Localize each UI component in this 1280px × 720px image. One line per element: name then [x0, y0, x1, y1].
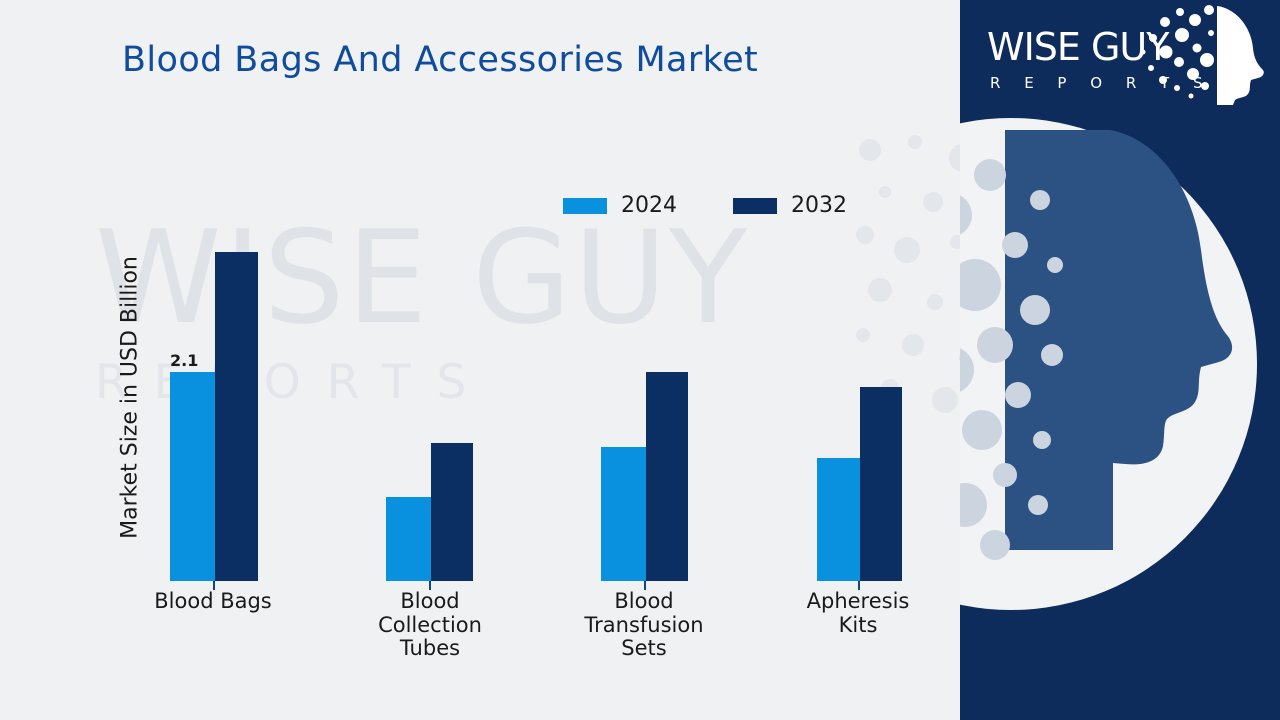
bar-2024-blood-transfusion-sets[interactable] — [601, 447, 646, 581]
x-axis-category-label-4: Apheresis Kits — [806, 589, 910, 637]
plot-area: 2.1 Blood Bags Blood Collection Tubes Bl… — [130, 252, 930, 661]
bar-value-label-blood-bags-2024: 2.1 — [170, 351, 199, 370]
brand-panel: WISE GUY R E P O R T S — [960, 0, 1280, 720]
x-axis-category-label-2: Blood Collection Tubes — [378, 589, 482, 661]
bar-2032-blood-collection-tubes[interactable] — [431, 443, 473, 581]
x-axis-line — [130, 581, 930, 582]
panel-dot-cluster-icon — [960, 159, 1063, 560]
bar-2032-blood-transfusion-sets[interactable] — [646, 372, 688, 581]
brand-logo-sub-text: R E P O R T S — [990, 74, 1212, 92]
x-axis-tick-1 — [213, 581, 215, 590]
bar-2032-blood-bags[interactable] — [215, 252, 258, 581]
bar-2032-apheresis-kits[interactable] — [860, 387, 902, 581]
x-axis-category-label-1: Blood Bags — [154, 589, 272, 613]
legend-label-2024: 2024 — [621, 193, 677, 218]
legend-label-2032: 2032 — [791, 193, 847, 218]
x-axis-tick-4 — [858, 581, 860, 590]
bar-2024-apheresis-kits[interactable] — [817, 458, 860, 581]
head-profile-icon — [1005, 130, 1233, 550]
chart-title: Blood Bags And Accessories Market — [122, 40, 759, 80]
logo-head-dots-icon — [1140, 5, 1264, 105]
x-axis-category-label-3: Blood Transfusion Sets — [584, 589, 704, 661]
legend-swatch-2024 — [563, 197, 607, 214]
legend-item-2024[interactable]: 2024 — [563, 193, 677, 218]
chart-legend: 2024 2032 — [563, 193, 847, 218]
brand-logo: WISE GUY R E P O R T S — [987, 28, 1257, 118]
x-axis-tick-3 — [644, 581, 646, 590]
bar-2024-blood-bags[interactable] — [170, 372, 215, 581]
x-axis-tick-2 — [429, 581, 431, 590]
brand-logo-main-text: WISE GUY — [987, 25, 1169, 69]
bar-2024-blood-collection-tubes[interactable] — [386, 497, 431, 581]
legend-item-2032[interactable]: 2032 — [733, 193, 847, 218]
legend-swatch-2032 — [733, 197, 777, 214]
